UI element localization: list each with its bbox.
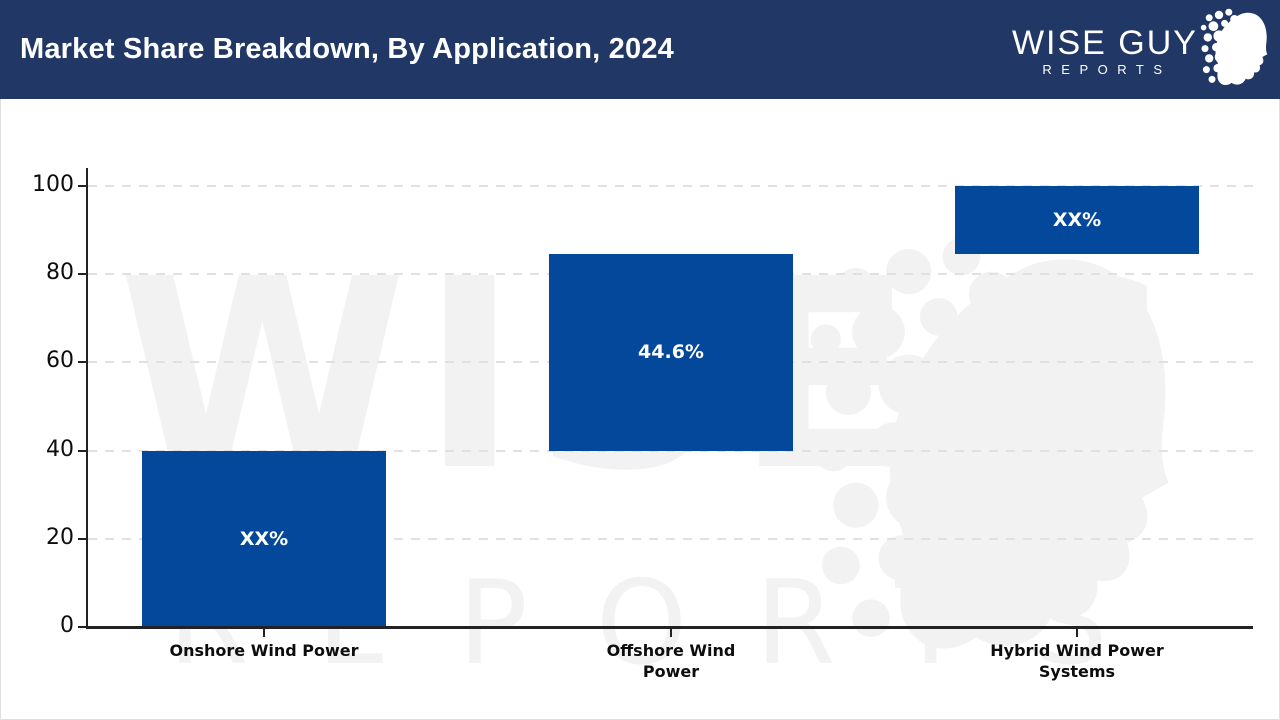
bar-value-label-hybrid-wind-power-systems: XX% — [1052, 208, 1102, 231]
bar-value-label-offshore-wind-power: 44.6% — [638, 341, 704, 364]
watermark-face-icon — [788, 234, 1180, 686]
bar-onshore-wind-power: XX% — [142, 450, 386, 627]
wise-guy-logo: WISE GUY REPORTS — [1012, 8, 1272, 92]
y-tick-20 — [78, 537, 87, 540]
x-category-label-onshore-wind-power: Onshore Wind Power — [169, 641, 359, 660]
y-tick-label-60: 60 — [46, 348, 74, 374]
bar-hybrid-wind-power-systems: XX% — [955, 186, 1199, 254]
x-tick-offshore-wind-power — [670, 629, 672, 637]
page-title: Market Share Breakdown, By Application, … — [20, 33, 674, 65]
x-axis-line — [86, 626, 1253, 629]
wise-guy-face-icon — [1194, 8, 1272, 92]
y-tick-0 — [78, 626, 87, 628]
gridline-20 — [88, 537, 1253, 540]
y-tick-label-40: 40 — [46, 436, 74, 462]
y-tick-80 — [78, 273, 87, 276]
x-category-label-offshore-wind-power: Offshore Wind Power — [606, 641, 736, 681]
y-axis-line — [86, 168, 88, 629]
gridline-100 — [88, 185, 1253, 187]
logo-subtitle: REPORTS — [1042, 61, 1172, 77]
y-tick-label-100: 100 — [32, 172, 74, 197]
y-tick-label-80: 80 — [46, 260, 74, 286]
y-tick-label-0: 0 — [60, 613, 74, 638]
x-category-label-hybrid-wind-power-systems: Hybrid Wind Power Systems — [990, 641, 1164, 681]
logo-text: WISE GUY REPORTS — [1012, 26, 1198, 76]
bar-offshore-wind-power: 44.6% — [549, 253, 793, 451]
logo-wordmark: WISE GUY — [1011, 23, 1198, 62]
x-tick-hybrid-wind-power-systems — [1076, 629, 1078, 637]
x-tick-onshore-wind-power — [263, 629, 265, 637]
gridline-40 — [88, 449, 1253, 452]
y-tick-40 — [78, 449, 87, 452]
y-tick-label-20: 20 — [46, 524, 74, 550]
y-tick-100 — [78, 185, 87, 187]
y-tick-60 — [78, 361, 87, 364]
header: Market Share Breakdown, By Application, … — [0, 0, 1280, 99]
bar-value-label-onshore-wind-power: XX% — [239, 527, 289, 550]
